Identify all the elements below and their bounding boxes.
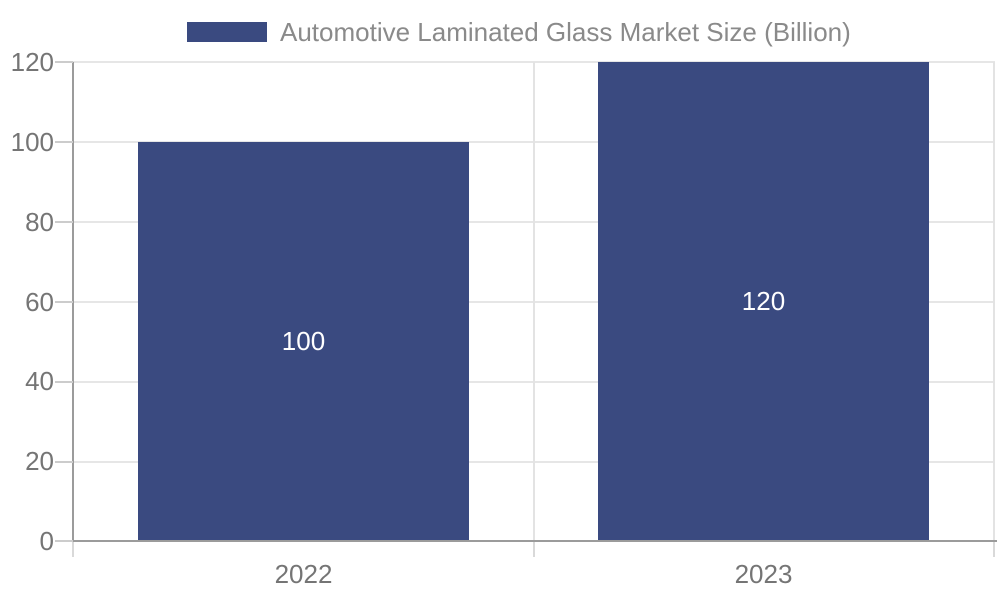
y-tick-60 [55,301,73,303]
x-tick-right [993,542,995,557]
gridline-category-boundary [533,62,535,541]
x-tick-left [72,542,74,557]
legend-label: Automotive Laminated Glass Market Size (… [280,17,851,47]
x-axis-line [71,540,997,542]
y-tick-100 [55,141,73,143]
bar-2023[interactable]: 120 [598,62,929,540]
y-tick-80 [55,221,73,223]
bar-2022[interactable]: 100 [138,142,469,540]
y-axis-label-20: 20 [25,446,54,476]
y-axis-label-60: 60 [25,287,54,317]
y-axis-label-100: 100 [10,127,54,157]
y-tick-40 [55,381,73,383]
y-axis-line [72,62,74,541]
legend-swatch [187,22,267,42]
x-axis-label-2022: 2022 [274,559,333,589]
y-tick-20 [55,461,73,463]
bar-value-label-2022: 100 [281,326,326,356]
x-axis-label-2023: 2023 [734,559,793,589]
bar-value-label-2023: 120 [741,286,786,316]
legend-item[interactable]: Automotive Laminated Glass Market Size (… [187,18,851,46]
y-axis-label-0: 0 [39,526,54,556]
y-axis-label-40: 40 [25,366,54,396]
gridline-right-edge [993,62,995,541]
y-axis-label-80: 80 [25,207,54,237]
x-tick-middle [533,542,535,557]
y-axis-label-120: 120 [10,47,54,77]
y-tick-0 [55,540,73,542]
y-tick-120 [55,61,73,63]
